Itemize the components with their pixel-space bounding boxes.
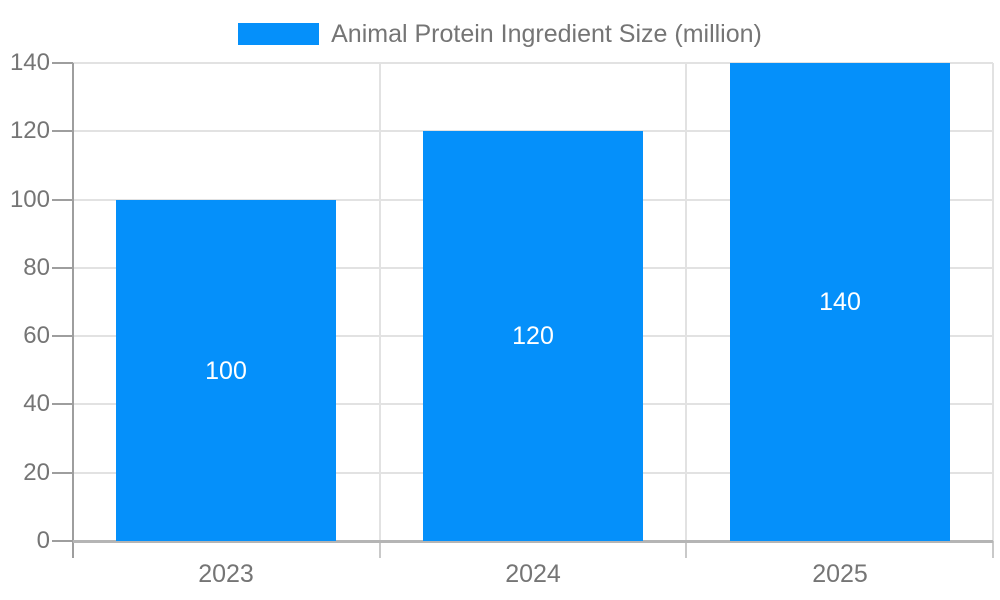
x-axis-tick [379, 541, 381, 558]
legend-swatch-icon [238, 23, 320, 45]
y-tick-label: 140 [9, 49, 50, 76]
legend-item[interactable]: Animal Protein Ingredient Size (million) [0, 19, 1000, 49]
y-axis-line [72, 63, 74, 558]
x-tick-label: 2024 [505, 560, 561, 588]
bar-value-label: 140 [819, 288, 861, 316]
bar[interactable]: 100 [116, 200, 336, 541]
bar-value-label: 120 [512, 322, 554, 350]
y-axis-tick [52, 198, 73, 201]
y-tick-label: 80 [23, 253, 50, 281]
y-tick-label: 120 [9, 117, 50, 145]
y-axis-tick [52, 130, 73, 133]
legend-label: Animal Protein Ingredient Size (million) [331, 20, 762, 48]
y-tick-label: 0 [36, 527, 50, 554]
x-gridline [685, 63, 687, 541]
y-tick-label: 60 [23, 322, 50, 350]
y-axis-tick [52, 540, 73, 542]
y-axis-tick [52, 266, 73, 269]
x-gridline [379, 63, 381, 541]
y-tick-label: 40 [23, 390, 50, 418]
x-tick-label: 2025 [812, 560, 868, 588]
x-axis-tick [992, 541, 994, 558]
x-gridline [992, 63, 994, 541]
y-tick-label: 100 [9, 185, 50, 213]
y-axis-tick [52, 403, 73, 406]
x-axis-line [73, 540, 993, 543]
y-axis-tick [52, 471, 73, 474]
y-axis-tick [52, 335, 73, 338]
y-axis-tick [52, 62, 73, 64]
bar-value-label: 100 [205, 356, 247, 385]
y-tick-label: 20 [23, 458, 50, 486]
bar[interactable]: 140 [730, 63, 950, 541]
y-gridline [73, 62, 993, 64]
x-axis-tick [685, 541, 687, 558]
x-tick-label: 2023 [198, 560, 254, 588]
bar[interactable]: 120 [423, 131, 643, 541]
